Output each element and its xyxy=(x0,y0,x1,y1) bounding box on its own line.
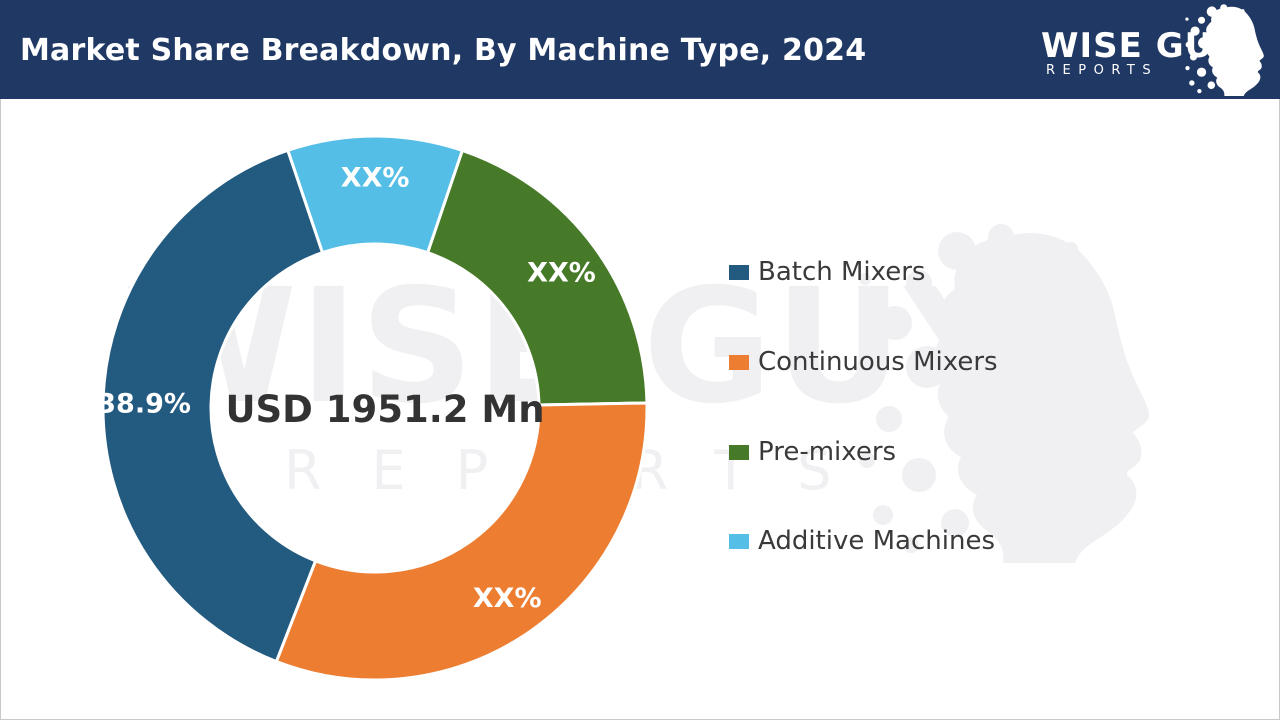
donut-chart: XX% XX% XX% 38.9% xyxy=(97,134,649,682)
donut-segment-batch-mixers xyxy=(101,148,324,663)
legend-swatch-batch-mixers xyxy=(729,264,749,280)
legend-item-additive-machines: Additive Machines xyxy=(729,526,996,556)
logo-head-icon xyxy=(1185,4,1264,96)
donut-segment-pre-mixers xyxy=(426,148,649,407)
legend-swatch-continuous-mixers xyxy=(729,354,749,370)
legend-swatch-additive-machines xyxy=(729,533,749,549)
page-title: Market Share Breakdown, By Machine Type,… xyxy=(20,33,867,68)
legend-item-batch-mixers: Batch Mixers xyxy=(729,257,926,287)
legend-label-additive-machines: Additive Machines xyxy=(758,526,996,556)
donut-segment-pct-label-continuous-mixers: XX% xyxy=(473,583,542,614)
logo-subtext: REPORTS xyxy=(1046,63,1159,78)
header-banner: Market Share Breakdown, By Machine Type,… xyxy=(0,0,1280,99)
donut-center-value: USD 1951.2 Mn xyxy=(225,388,545,431)
legend-item-pre-mixers: Pre-mixers xyxy=(729,437,897,467)
legend-label-pre-mixers: Pre-mixers xyxy=(758,437,897,467)
legend-item-continuous-mixers: Continuous Mixers xyxy=(729,347,998,377)
donut-segment-pct-label-additive-machines: XX% xyxy=(341,163,410,194)
donut-segment-pct-label-batch-mixers: 38.9% xyxy=(97,389,191,420)
donut-segment-continuous-mixers xyxy=(274,401,649,682)
legend-label-batch-mixers: Batch Mixers xyxy=(758,257,926,287)
legend-swatch-pre-mixers xyxy=(729,444,749,460)
donut-segment-pct-label-pre-mixers: XX% xyxy=(527,257,596,288)
legend-label-continuous-mixers: Continuous Mixers xyxy=(758,347,998,377)
